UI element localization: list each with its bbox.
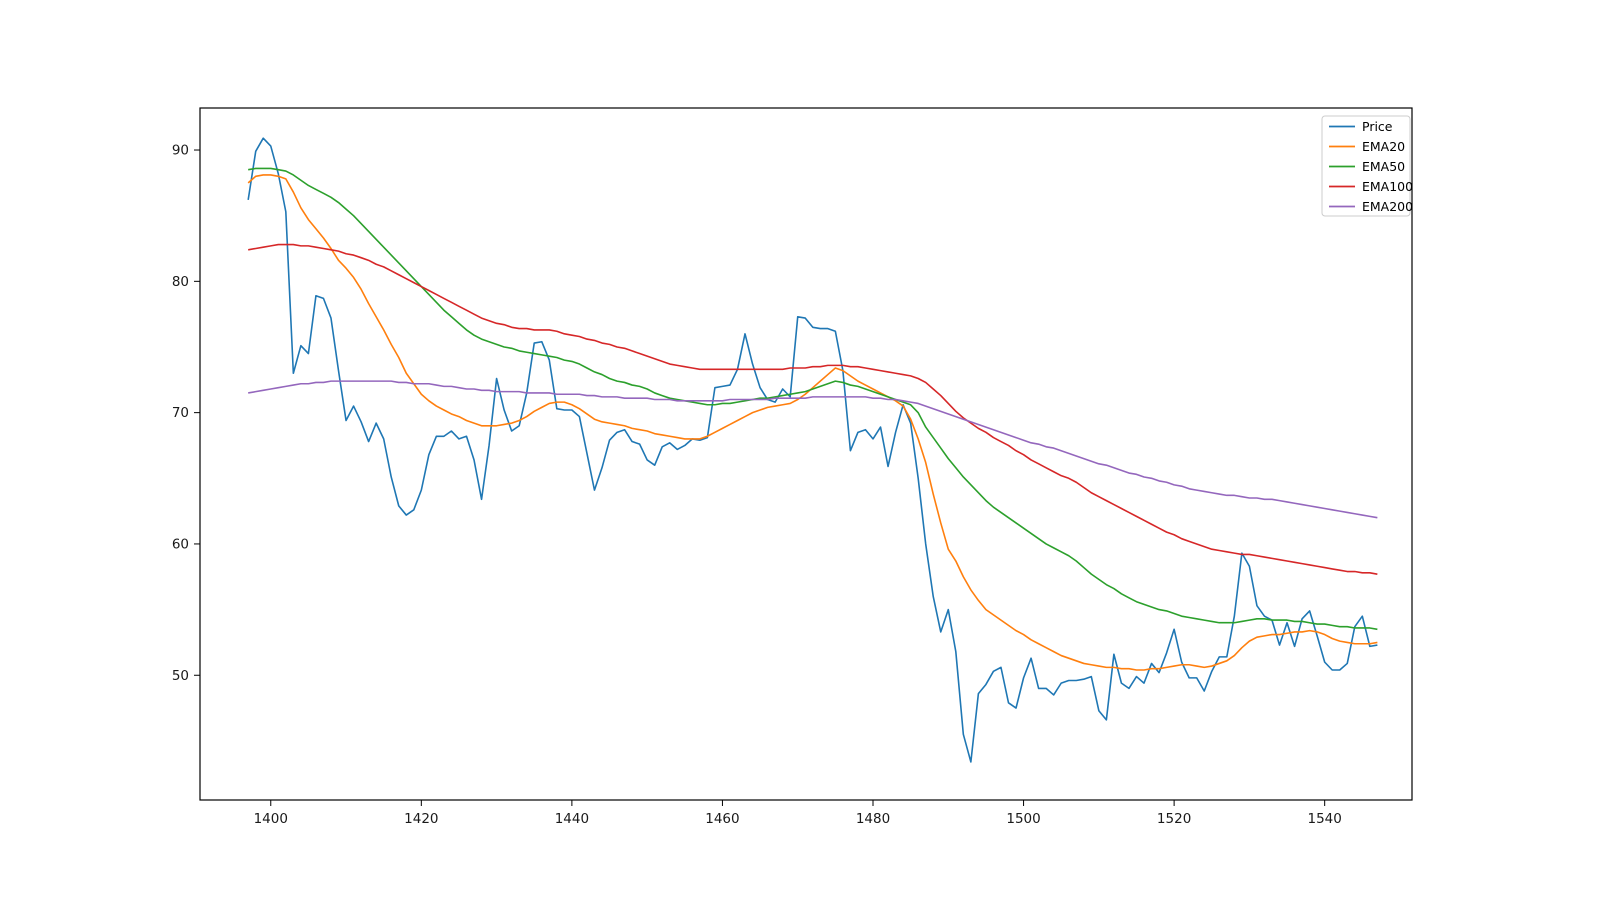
axes-frame <box>199 107 1413 801</box>
series-line-ema200 <box>248 380 1378 519</box>
legend-label-ema200: EMA200 <box>1362 199 1413 214</box>
x-tick-label: 1480 <box>856 811 890 827</box>
x-tick-label: 1540 <box>1307 811 1341 827</box>
y-tick-label: 50 <box>172 668 189 684</box>
x-tick-label: 1440 <box>555 811 589 827</box>
y-tick-label: 80 <box>172 274 189 290</box>
legend-item-price: Price <box>1329 119 1393 134</box>
x-tick-label: 1460 <box>705 811 739 827</box>
x-tick-label: 1400 <box>254 811 288 827</box>
y-tick-label: 90 <box>172 143 189 159</box>
x-tick-label: 1500 <box>1006 811 1040 827</box>
legend-label-price: Price <box>1362 119 1393 134</box>
legend-box <box>1321 115 1411 217</box>
series-line-ema50 <box>248 167 1378 631</box>
series-line-ema100 <box>248 243 1378 575</box>
legend-label-ema50: EMA50 <box>1362 159 1405 174</box>
series-line-ema20 <box>247 174 1378 671</box>
legend-item-ema200: EMA200 <box>1329 199 1413 214</box>
y-tick-label: 60 <box>172 536 189 552</box>
legend-item-ema50: EMA50 <box>1329 159 1405 174</box>
series-line-price <box>247 137 1378 763</box>
y-tick-label: 70 <box>172 405 189 421</box>
x-tick-label: 1420 <box>404 811 438 827</box>
legend-label-ema100: EMA100 <box>1362 179 1413 194</box>
legend-item-ema20: EMA20 <box>1329 139 1405 154</box>
series-lines-group <box>247 137 1378 763</box>
legend: Price EMA20 EMA50 EMA100 EMA200 <box>1321 115 1413 217</box>
legend-label-ema20: EMA20 <box>1362 139 1405 154</box>
x-tick-label: 1520 <box>1157 811 1191 827</box>
legend-item-ema100: EMA100 <box>1329 179 1413 194</box>
